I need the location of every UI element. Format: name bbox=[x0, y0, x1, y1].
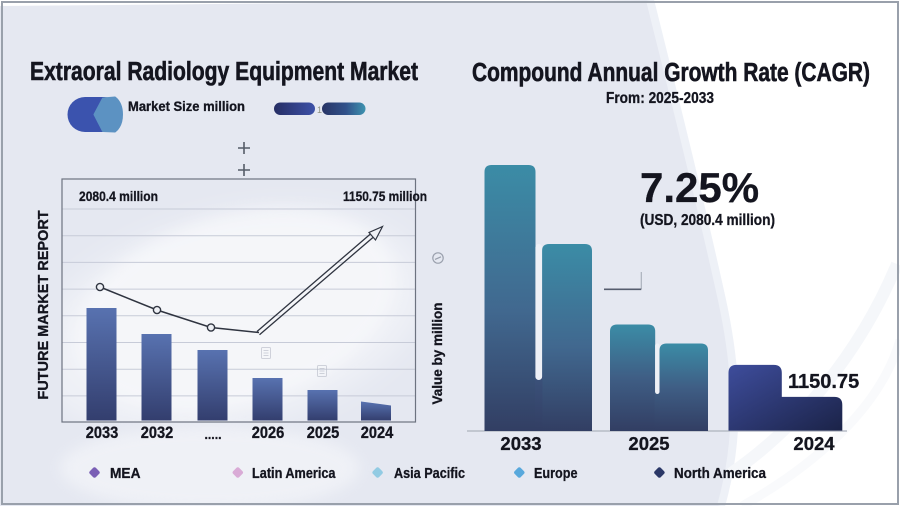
svg-text:1: 1 bbox=[317, 105, 322, 115]
